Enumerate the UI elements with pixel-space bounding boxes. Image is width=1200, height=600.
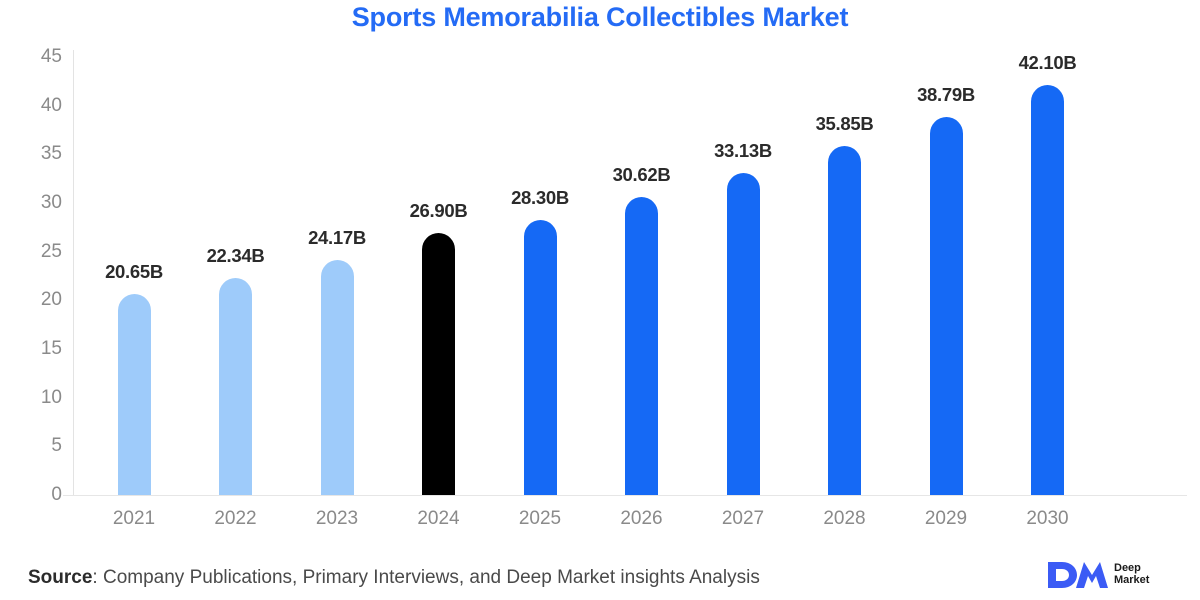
bar-value-label-2022: 22.34B — [206, 244, 265, 266]
bar-2026[interactable] — [625, 196, 658, 495]
x-axis-tick-2029: 2029 — [924, 508, 968, 529]
y-axis-tick-40: 40 — [40, 94, 62, 116]
bar-value-label-2030: 42.10B — [1018, 52, 1077, 74]
source-label: Source — [28, 567, 93, 588]
bar-value-label-2027: 33.13B — [714, 139, 772, 161]
logo-wordmark: Deep Market — [1114, 563, 1149, 586]
x-axis-line — [63, 495, 1187, 496]
chart-footer: Source: Company Publications, Primary In… — [0, 545, 1200, 600]
bar-2029[interactable] — [929, 117, 963, 495]
x-axis-tick-2027: 2027 — [721, 508, 765, 529]
x-axis-tick-2028: 2028 — [823, 508, 866, 529]
bar-2024[interactable] — [422, 233, 455, 495]
bar-2021[interactable] — [117, 294, 151, 495]
bar-2025[interactable] — [523, 219, 557, 495]
x-axis-tick-2030: 2030 — [1026, 508, 1069, 529]
source-note: Source: Company Publications, Primary In… — [28, 567, 760, 589]
bar-2030[interactable] — [1031, 85, 1064, 495]
bar-value-label-2029: 38.79B — [917, 84, 975, 106]
y-axis-tick-45: 45 — [40, 46, 62, 67]
bars-layer — [117, 85, 1064, 495]
bar-value-label-2028: 35.85B — [815, 113, 874, 135]
bar-value-label-2023: 24.17B — [308, 226, 366, 248]
x-axis-tick-2023: 2023 — [315, 508, 359, 529]
bar-value-label-2024: 26.90B — [409, 200, 468, 222]
page-title: Sports Memorabilia Collectibles Market — [351, 2, 849, 32]
y-axis-tick-0: 0 — [51, 484, 62, 505]
x-axis-tick-2025: 2025 — [518, 508, 562, 529]
source-text: : Company Publications, Primary Intervie… — [92, 567, 760, 588]
logo-line-1: Deep — [1114, 562, 1141, 575]
y-axis-tick-5: 5 — [51, 435, 62, 457]
y-axis-tick-20: 20 — [40, 289, 62, 311]
y-axis-tick-labels: 45 40 35 30 25 20 15 10 5 0 — [14, 0, 62, 545]
x-axis-tick-2024: 2024 — [417, 508, 460, 529]
bar-value-label-2021: 20.65B — [105, 261, 163, 282]
deep-market-logo[interactable]: Deep Market — [1046, 560, 1149, 590]
dm-monogram-icon — [1048, 562, 1108, 588]
logo-line-2: Market — [1114, 574, 1150, 586]
y-axis-tick-25: 25 — [40, 240, 62, 262]
bar-2027[interactable] — [726, 172, 760, 495]
y-axis-tick-15: 15 — [40, 338, 62, 359]
y-axis-line — [73, 50, 74, 496]
y-axis-tick-30: 30 — [40, 192, 62, 213]
bar-2023[interactable] — [320, 259, 354, 495]
x-axis-tick-2021: 2021 — [112, 508, 156, 529]
y-axis-tick-10: 10 — [40, 386, 62, 408]
bar-2022[interactable] — [219, 277, 252, 495]
x-axis-tick-2026: 2026 — [620, 508, 663, 529]
bar-value-label-2026: 30.62B — [612, 163, 671, 185]
bar-2028[interactable] — [828, 146, 861, 495]
y-axis-tick-35: 35 — [40, 143, 62, 165]
bar-chart-plot-area: 45 40 35 30 25 20 15 10 5 0 20.65B 2021 22.34B 2022 2… — [14, 0, 1187, 545]
bar-value-label-2025: 28.30B — [511, 186, 569, 208]
x-axis-tick-2022: 2022 — [214, 508, 257, 529]
